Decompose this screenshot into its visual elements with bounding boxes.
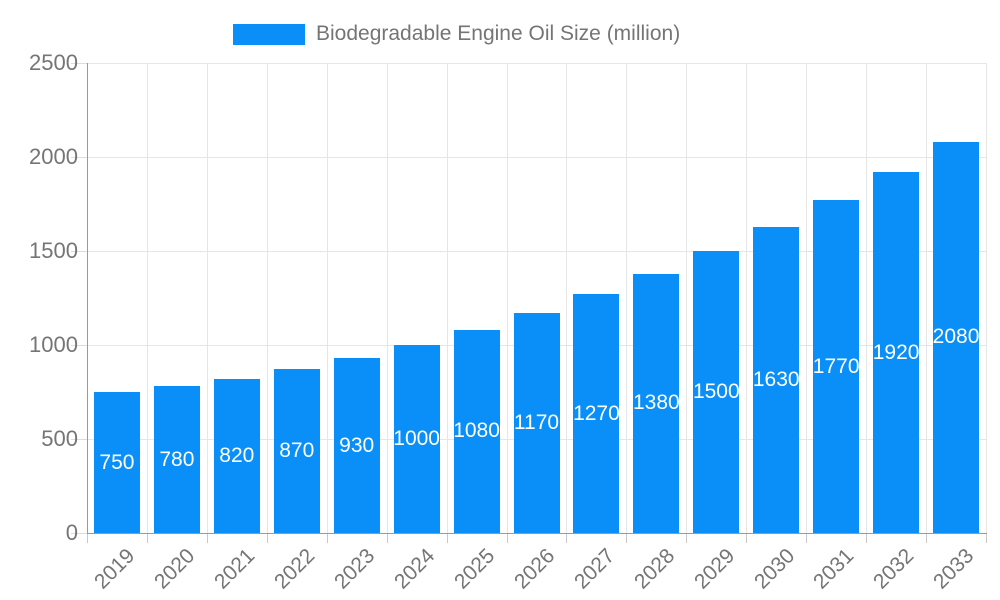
- v-grid-line: [566, 63, 568, 533]
- v-grid-line: [806, 63, 808, 533]
- x-tick-label: 2029: [689, 544, 739, 594]
- bar[interactable]: 1080: [453, 329, 500, 533]
- y-tick-label: 1500: [29, 238, 78, 263]
- bar[interactable]: 1630: [752, 226, 800, 533]
- bar-value-label: 1500: [692, 380, 740, 403]
- v-grid-line: [506, 63, 508, 533]
- x-tick-label: 2026: [509, 544, 560, 594]
- bar-value-label: 1270: [573, 401, 620, 425]
- x-axis-line: [87, 533, 987, 534]
- y-tick-label: 1000: [29, 332, 78, 357]
- bar-value-label: 2080: [932, 325, 980, 349]
- v-grid-line: [626, 63, 628, 533]
- v-grid-line: [986, 63, 987, 533]
- bar[interactable]: 870: [273, 369, 320, 533]
- bar-value-label: 780: [159, 447, 195, 471]
- y-grid-line: [88, 157, 986, 158]
- bar-value-label: 870: [279, 439, 315, 463]
- v-grid-line: [686, 63, 688, 533]
- bar-value-label: 1000: [393, 427, 440, 450]
- y-grid-line: [88, 251, 986, 252]
- y-tick-label: 500: [41, 426, 78, 451]
- bar[interactable]: 1500: [692, 251, 740, 533]
- v-grid-line: [926, 63, 928, 533]
- x-tick-label: 2019: [90, 544, 140, 594]
- v-grid-line: [206, 63, 208, 533]
- y-tick-mark: [71, 345, 87, 346]
- bar[interactable]: 1000: [393, 345, 440, 533]
- bar[interactable]: 1170: [513, 313, 560, 533]
- bar-value-label: 1630: [752, 367, 800, 391]
- legend-item[interactable]: Biodegradable Engine Oil Size (million): [233, 22, 680, 46]
- x-tick-mark: [506, 534, 508, 543]
- bar[interactable]: 930: [333, 358, 380, 533]
- x-tick-label: 2032: [869, 544, 919, 594]
- x-tick-label: 2020: [150, 544, 200, 594]
- bar[interactable]: 780: [153, 386, 200, 533]
- bar[interactable]: 1770: [812, 200, 860, 533]
- x-tick-label: 2025: [449, 544, 500, 594]
- bar-value-label: 1920: [872, 340, 920, 364]
- x-tick-label: 2030: [749, 544, 799, 594]
- v-grid-line: [326, 63, 328, 533]
- x-tick-mark: [266, 534, 268, 543]
- x-tick-mark: [566, 534, 568, 543]
- x-tick-label: 2031: [809, 544, 859, 594]
- x-tick-mark: [866, 534, 868, 543]
- x-tick-mark: [446, 534, 448, 543]
- x-tick-label: 2033: [929, 544, 979, 594]
- v-grid-line: [266, 63, 268, 533]
- x-tick-mark: [146, 534, 148, 543]
- bar[interactable]: 820: [213, 378, 260, 533]
- y-tick-mark: [71, 439, 87, 440]
- v-grid-line: [446, 63, 448, 533]
- v-grid-line: [386, 63, 388, 533]
- y-grid-line: [88, 63, 986, 64]
- x-tick-label: 2028: [629, 544, 679, 594]
- y-tick-mark: [71, 251, 87, 252]
- bar-value-label: 1080: [453, 419, 500, 443]
- x-tick-mark: [986, 534, 987, 543]
- x-tick-label: 2027: [569, 544, 619, 594]
- bar[interactable]: 1920: [873, 172, 919, 533]
- x-tick-mark: [686, 534, 688, 543]
- x-tick-label: 2022: [270, 544, 320, 594]
- x-tick-mark: [326, 534, 328, 543]
- y-tick-mark: [71, 63, 87, 64]
- x-tick-mark: [386, 534, 388, 543]
- x-tick-label: 2023: [329, 544, 380, 594]
- x-tick-label: 2021: [210, 544, 260, 594]
- y-tick-label: 2000: [29, 144, 78, 169]
- bar-value-label: 930: [339, 433, 375, 457]
- bar-value-label: 1170: [513, 411, 560, 434]
- x-tick-label: 2024: [389, 544, 440, 594]
- v-grid-line: [866, 63, 868, 533]
- y-tick-mark: [71, 533, 87, 534]
- x-tick-mark: [206, 534, 208, 543]
- bar-value-label: 1380: [633, 391, 680, 415]
- x-tick-mark: [746, 534, 748, 543]
- bar[interactable]: 1380: [633, 273, 680, 533]
- y-tick-label: 2500: [29, 50, 78, 75]
- y-axis-line: [87, 63, 88, 533]
- bar-value-label: 750: [99, 450, 135, 474]
- y-tick-mark: [71, 157, 87, 158]
- legend-swatch: [233, 23, 305, 45]
- bar[interactable]: 2080: [932, 141, 980, 533]
- y-tick-label: 0: [65, 520, 78, 545]
- x-tick-mark: [87, 534, 88, 543]
- x-tick-mark: [626, 534, 628, 543]
- bar-value-label: 820: [219, 443, 255, 467]
- v-grid-line: [746, 63, 748, 533]
- bar-value-label: 1770: [812, 354, 860, 378]
- legend-label: Biodegradable Engine Oil Size (million): [316, 22, 681, 45]
- v-grid-line: [146, 63, 148, 533]
- x-tick-mark: [926, 534, 928, 543]
- x-tick-mark: [806, 534, 808, 543]
- bar[interactable]: 1270: [573, 294, 620, 533]
- bar[interactable]: 750: [93, 392, 140, 533]
